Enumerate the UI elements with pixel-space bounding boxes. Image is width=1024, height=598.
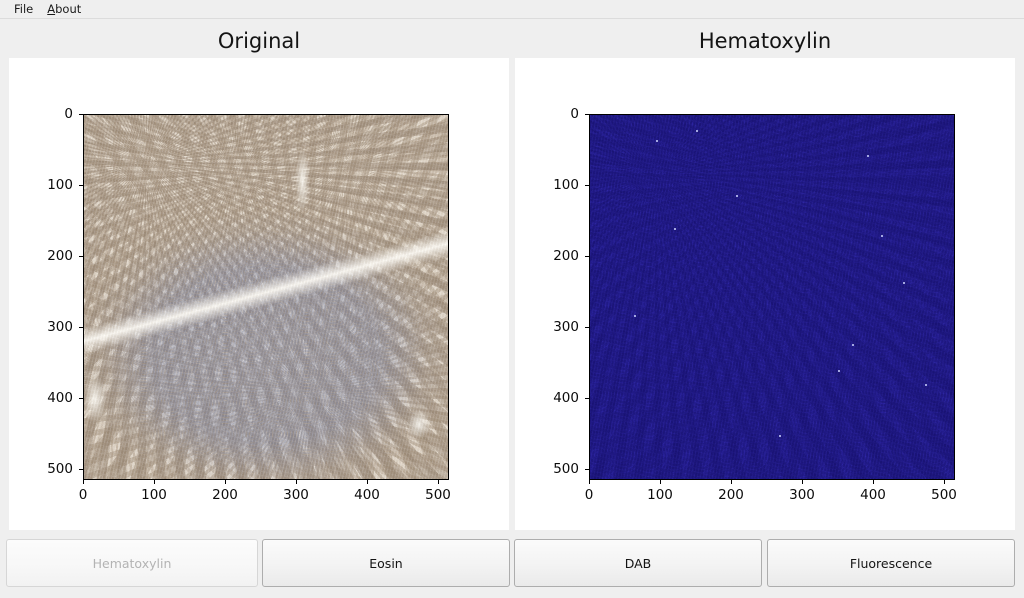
x-tick-mark: [225, 480, 226, 484]
y-tick-label: 200: [47, 248, 73, 264]
menu-item-about-label: bout: [55, 2, 82, 16]
y-tick-mark: [79, 398, 83, 399]
menu-item-about-mnemonic: A: [47, 2, 56, 16]
y-tick-label: 200: [553, 248, 579, 264]
hematoxylin-sparkle-layer: [590, 115, 954, 479]
axes-original: 0 100 200 300 400 500 0 100 200 300 400 500: [9, 58, 509, 530]
menu-item-about[interactable]: About: [41, 1, 89, 17]
stain-button-hematoxylin-label: Hematoxylin: [92, 555, 172, 571]
x-tick-label: 200: [718, 487, 744, 503]
y-tick-label: 100: [47, 177, 73, 193]
stain-button-hematoxylin[interactable]: Hematoxylin: [6, 539, 258, 587]
stain-button-fluorescence[interactable]: Fluorescence: [767, 539, 1015, 587]
panel-title-original: Original: [217, 29, 301, 53]
menu-bar: File About: [0, 0, 1024, 19]
menu-item-file[interactable]: File: [8, 1, 41, 17]
y-tick-mark: [585, 185, 589, 186]
stain-button-dab-label: DAB: [624, 555, 652, 571]
figure-card-hematoxylin[interactable]: 0 100 200 300 400 500 0 100 200 300 400 500: [515, 58, 1015, 530]
y-tick-label: 100: [553, 177, 579, 193]
y-tick-mark: [585, 327, 589, 328]
y-tick-mark: [79, 469, 83, 470]
x-tick-label: 300: [283, 487, 309, 503]
menu-item-file-label: File: [14, 2, 34, 16]
x-tick-label: 400: [860, 487, 886, 503]
y-tick-label: 400: [47, 390, 73, 406]
sparkle-dot: [779, 435, 782, 438]
x-tick-label: 500: [931, 487, 957, 503]
image-grain-layer: [84, 115, 448, 479]
x-tick-label: 400: [354, 487, 380, 503]
histology-image-hematoxylin: [589, 114, 955, 480]
x-tick-label: 0: [78, 487, 88, 503]
y-tick-mark: [79, 114, 83, 115]
stain-button-bar: Hematoxylin Eosin DAB Fluorescence: [0, 534, 1024, 598]
x-tick-label: 100: [647, 487, 673, 503]
y-tick-label: 300: [553, 319, 579, 335]
stain-button-eosin-label: Eosin: [369, 555, 403, 571]
x-tick-label: 300: [789, 487, 815, 503]
y-tick-label: 0: [64, 106, 73, 122]
stain-button-dab[interactable]: DAB: [514, 539, 762, 587]
stain-button-eosin[interactable]: Eosin: [262, 539, 510, 587]
x-tick-label: 100: [141, 487, 167, 503]
x-tick-label: 0: [584, 487, 594, 503]
hematoxylin-grain-layer: [590, 115, 954, 479]
hematoxylin-striation-layer: [590, 115, 954, 479]
x-tick-mark: [83, 480, 84, 484]
y-tick-mark: [79, 327, 83, 328]
x-tick-mark: [367, 480, 368, 484]
x-tick-mark: [589, 480, 590, 484]
x-tick-mark: [944, 480, 945, 484]
y-tick-label: 300: [47, 319, 73, 335]
sparkle-dot: [735, 195, 738, 198]
figure-card-original[interactable]: 0 100 200 300 400 500 0 100 200 300 400 500: [9, 58, 509, 530]
x-tick-mark: [802, 480, 803, 484]
x-tick-mark: [296, 480, 297, 484]
y-tick-mark: [585, 469, 589, 470]
y-tick-label: 400: [553, 390, 579, 406]
x-tick-mark: [873, 480, 874, 484]
y-tick-mark: [585, 114, 589, 115]
sparkle-dot: [866, 155, 869, 158]
x-tick-label: 500: [425, 487, 451, 503]
y-tick-label: 500: [553, 461, 579, 477]
sparkle-dot: [881, 235, 884, 238]
stain-button-fluorescence-label: Fluorescence: [849, 555, 933, 571]
sparkle-dot: [903, 282, 906, 285]
sparkle-dot: [655, 140, 658, 143]
sparkle-dot: [695, 129, 698, 132]
histology-image-original: [83, 114, 449, 480]
y-tick-label: 500: [47, 461, 73, 477]
sparkle-dot: [837, 369, 840, 372]
axes-hematoxylin: 0 100 200 300 400 500 0 100 200 300 400 500: [515, 58, 1015, 530]
sparkle-dot: [852, 344, 855, 347]
sparkle-dot: [924, 384, 927, 387]
hematoxylin-nuclei-layer: [590, 115, 954, 479]
x-tick-label: 200: [212, 487, 238, 503]
sparkle-dot: [633, 315, 636, 318]
lumen-highlight-layer: [84, 115, 448, 479]
y-tick-mark: [585, 256, 589, 257]
x-tick-mark: [154, 480, 155, 484]
y-tick-mark: [79, 256, 83, 257]
x-tick-mark: [660, 480, 661, 484]
sparkle-dot: [673, 227, 676, 230]
x-tick-mark: [731, 480, 732, 484]
y-tick-mark: [79, 185, 83, 186]
panel-title-hematoxylin: Hematoxylin: [698, 29, 832, 53]
hematoxylin-base-layer: [590, 115, 954, 479]
y-tick-label: 0: [570, 106, 579, 122]
y-tick-mark: [585, 398, 589, 399]
x-tick-mark: [438, 480, 439, 484]
